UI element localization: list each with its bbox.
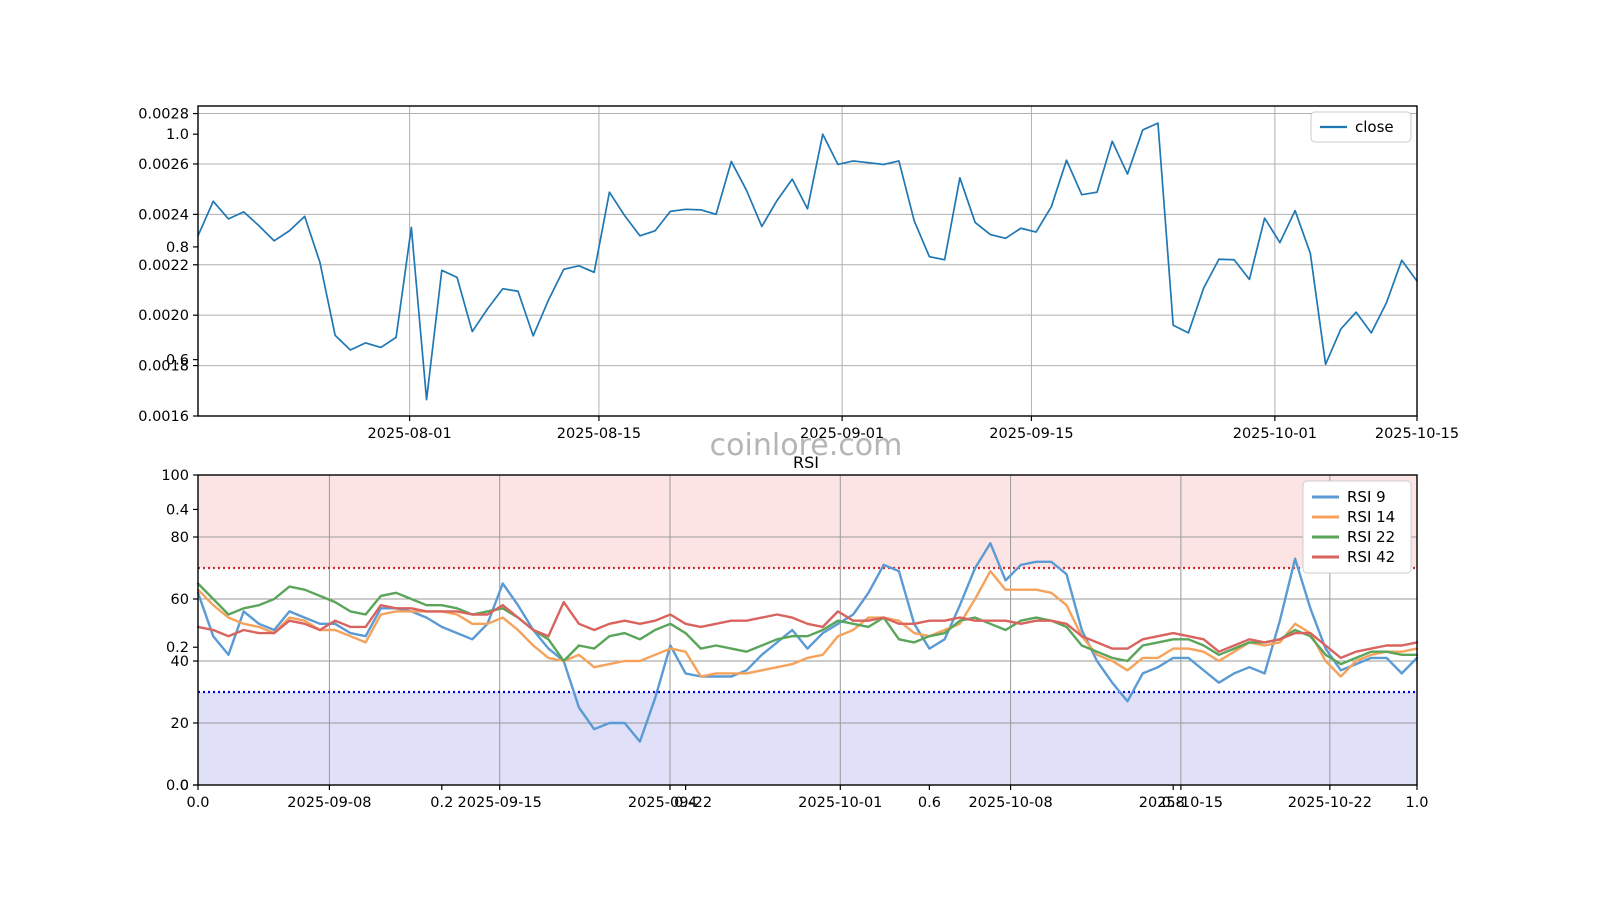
rsi-plot-border	[197, 474, 1418, 786]
price-secondary-y-tick-label: 1.0	[166, 127, 189, 143]
rsi-secondary-x-tick-label: 1.0	[1405, 795, 1428, 811]
rsi-legend[interactable]: RSI 9 RSI 14 RSI 22 RSI 42	[1302, 480, 1412, 574]
price-x-tick-label: 2025-09-01	[800, 426, 884, 442]
rsi-secondary-x-tick-label: 0.0	[186, 795, 209, 811]
rsi-line-rsi-14	[196, 569, 1419, 678]
rsi-y-tick-label: 0	[180, 778, 189, 794]
rsi-x-tick-label: 2025-09-22	[628, 795, 712, 811]
rsi-secondary-x-tick-label: 0.6	[918, 795, 941, 811]
rsi-line-rsi-42	[196, 600, 1419, 660]
rsi-threshold-lines	[198, 566, 1417, 694]
price-y-tick-label: 0.0018	[138, 359, 189, 375]
rsi-secondary-y-axis-ticks: 0.0 0.2 0.4	[166, 502, 198, 794]
rsi-y-tick-label: 80	[171, 530, 189, 546]
price-close-line	[197, 122, 1418, 401]
rsi-secondary-x-tick-label: 0.4	[674, 795, 697, 811]
rsi-secondary-x-tick-label: 0.2	[430, 795, 453, 811]
price-y-tick-label: 0.0016	[138, 409, 189, 425]
rsi-secondary-x-tick-label: 0.8	[1162, 795, 1185, 811]
rsi-overbought-band	[198, 475, 1417, 568]
rsi-secondary-y-tick-label: 0.2	[166, 640, 189, 656]
price-x-axis-ticks: 2025-08-01 2025-08-15 2025-09-01 2025-09-15…	[367, 416, 1459, 442]
price-y-tick-label: 0.0022	[138, 258, 189, 274]
rsi-x-tick-label: 2025-10-01	[798, 795, 882, 811]
legend-label-rsi-22: RSI 22	[1347, 528, 1395, 546]
rsi-series-group	[196, 542, 1419, 743]
rsi-panel-title: RSI	[793, 453, 819, 472]
rsi-y-tick-label: 60	[171, 592, 189, 608]
rsi-secondary-y-tick-label: 0.4	[166, 502, 189, 518]
rsi-gridlines	[198, 475, 1417, 785]
rsi-x-tick-label: 2025-10-15	[1139, 795, 1223, 811]
legend-box	[1310, 111, 1412, 143]
legend-box	[1302, 480, 1412, 574]
price-x-tick-label: 2025-08-15	[557, 426, 641, 442]
legend-label-rsi-14: RSI 14	[1347, 508, 1395, 526]
rsi-y-tick-label: 20	[171, 716, 189, 732]
price-x-tick-label: 2025-08-01	[367, 426, 451, 442]
price-x-tick-label: 2025-09-15	[989, 426, 1073, 442]
price-secondary-y-tick-label: 0.8	[166, 240, 189, 256]
price-panel: 0.0016 0.0018 0.0020 0.0022 0.0024 0.0026 0.00…	[138, 105, 1459, 442]
rsi-x-tick-label: 2025-09-15	[458, 795, 542, 811]
legend-label-rsi-9: RSI 9	[1347, 488, 1386, 506]
price-x-tick-label: 2025-10-01	[1233, 426, 1317, 442]
price-legend[interactable]: close	[1310, 111, 1412, 143]
price-secondary-y-tick-label: 0.6	[166, 353, 189, 369]
price-x-tick-label: 2025-10-15	[1375, 426, 1459, 442]
rsi-x-tick-label: 2025-09-08	[287, 795, 371, 811]
price-y-axis-ticks: 0.0016 0.0018 0.0020 0.0022 0.0024 0.0026 0.00…	[138, 107, 198, 425]
price-plot-background	[198, 106, 1417, 416]
rsi-y-axis-ticks: 0 20 40 60 80 100	[161, 468, 198, 794]
price-y-tick-label: 0.0028	[138, 107, 189, 123]
price-series-close	[197, 122, 1418, 401]
price-secondary-y-axis-ticks: 0.6 0.8 1.0	[166, 127, 198, 369]
price-y-tick-label: 0.0020	[138, 308, 189, 324]
rsi-x-axis-ticks: 2025-09-08 2025-09-15 2025-09-22 2025-10-01…	[287, 785, 1372, 811]
rsi-line-rsi-22	[196, 582, 1419, 666]
rsi-x-tick-label: 2025-10-22	[1288, 795, 1372, 811]
rsi-secondary-y-tick-label: 0.0	[166, 778, 189, 794]
rsi-secondary-x-axis-ticks: 0.0 0.2 0.4 0.6 0.8 1.0	[186, 785, 1429, 811]
legend-label-rsi-42: RSI 42	[1347, 548, 1395, 566]
rsi-oversold-band	[198, 692, 1417, 785]
rsi-x-tick-label: 2025-10-08	[968, 795, 1052, 811]
legend-label-close: close	[1355, 118, 1394, 136]
price-plot-border	[197, 105, 1418, 417]
watermark-text: coinlore.com	[710, 428, 903, 463]
price-y-tick-label: 0.0026	[138, 157, 189, 173]
price-y-tick-label: 0.0024	[138, 207, 189, 223]
rsi-y-tick-label: 100	[161, 468, 189, 484]
price-gridlines	[198, 106, 1417, 416]
rsi-y-tick-label: 40	[171, 654, 189, 670]
